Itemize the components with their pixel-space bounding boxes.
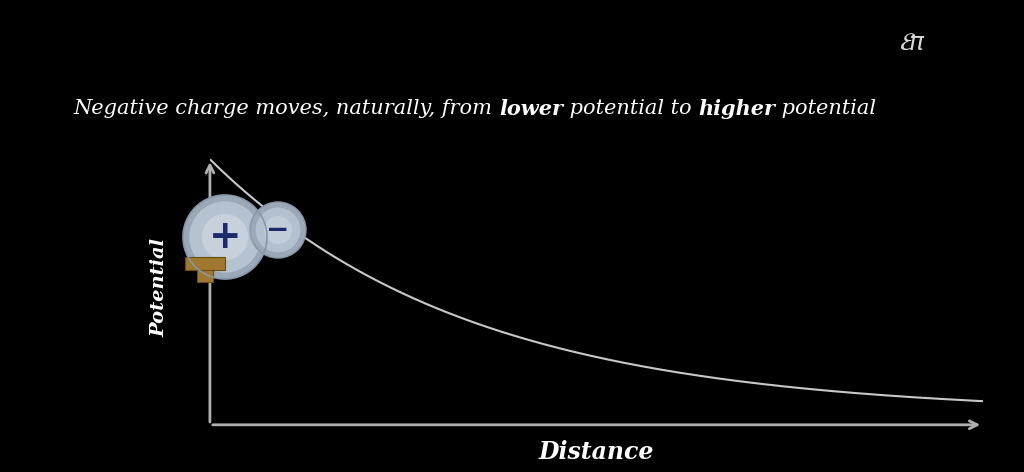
Circle shape: [202, 214, 248, 260]
Text: potential: potential: [775, 99, 877, 118]
Circle shape: [250, 202, 306, 258]
Text: Potential: Potential: [151, 238, 169, 337]
Text: Distance: Distance: [539, 440, 654, 464]
Text: higher: higher: [698, 99, 775, 119]
Circle shape: [256, 208, 300, 253]
Circle shape: [264, 216, 292, 244]
Text: Electrostatic Potential: Electrostatic Potential: [252, 27, 672, 60]
Text: lower: lower: [500, 99, 563, 119]
Text: $\mathcal{E}\!\pi$: $\mathcal{E}\!\pi$: [899, 32, 927, 55]
Text: potential to: potential to: [563, 99, 698, 118]
FancyBboxPatch shape: [185, 257, 225, 270]
Circle shape: [189, 201, 261, 273]
Text: Negative charge moves, naturally, from: Negative charge moves, naturally, from: [74, 99, 500, 118]
FancyBboxPatch shape: [197, 270, 213, 282]
Text: +: +: [209, 218, 242, 256]
Circle shape: [183, 195, 267, 279]
Text: −: −: [266, 216, 290, 244]
